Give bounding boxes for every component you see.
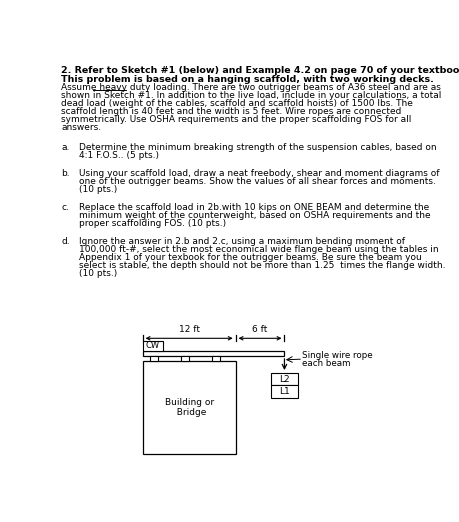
Text: Ignore the answer in 2.b and 2.c, using a maximum bending moment of: Ignore the answer in 2.b and 2.c, using …	[79, 237, 405, 246]
Text: (10 pts.): (10 pts.)	[79, 185, 118, 194]
Text: CW: CW	[146, 341, 160, 350]
Text: a.: a.	[61, 144, 70, 152]
Text: 100,000 ft-#, select the most economical wide flange beam using the tables in: 100,000 ft-#, select the most economical…	[79, 245, 439, 254]
Text: 6 ft: 6 ft	[252, 325, 268, 335]
Bar	[181, 356, 189, 361]
Text: Replace the scaffold load in 2b.with 10 kips on ONE BEAM and determine the: Replace the scaffold load in 2b.with 10 …	[79, 203, 429, 212]
Text: Determine the minimum breaking strength of the suspension cables, based on: Determine the minimum breaking strength …	[79, 144, 437, 152]
Bar	[143, 341, 163, 351]
Text: This problem is based on a hanging scaffold, with two working decks.: This problem is based on a hanging scaff…	[61, 75, 434, 84]
Text: c.: c.	[61, 203, 69, 212]
Text: select is stable, the depth should not be more than 1.25  times the flange width: select is stable, the depth should not b…	[79, 262, 446, 270]
Bar	[143, 361, 235, 454]
Text: one of the outrigger beams. Show the values of all shear forces and moments.: one of the outrigger beams. Show the val…	[79, 177, 436, 186]
Text: Appendix 1 of your texbook for the outrigger beams. Be sure the beam you: Appendix 1 of your texbook for the outri…	[79, 253, 422, 262]
Text: 4:1 F.O.S.. (5 pts.): 4:1 F.O.S.. (5 pts.)	[79, 151, 159, 160]
Text: shown in Sketch #1. In addition to the live load, include in your calculations, : shown in Sketch #1. In addition to the l…	[61, 91, 442, 100]
Text: Using your scaffold load, draw a neat freebody, shear and moment diagrams of: Using your scaffold load, draw a neat fr…	[79, 169, 440, 178]
Text: each beam: each beam	[302, 360, 350, 369]
Text: L2: L2	[279, 375, 290, 384]
Text: b.: b.	[61, 169, 70, 178]
Text: 2. Refer to Sketch #1 (below) and Example 4.2 on page 70 of your textbook.: 2. Refer to Sketch #1 (below) and Exampl…	[61, 66, 459, 76]
Text: minimum weight of the counterweight, based on OSHA requirements and the: minimum weight of the counterweight, bas…	[79, 211, 431, 220]
Text: d.: d.	[61, 237, 70, 246]
Bar	[213, 356, 220, 361]
Text: answers.: answers.	[61, 123, 101, 132]
Text: L1: L1	[279, 387, 290, 396]
Bar	[143, 351, 285, 356]
Text: 12 ft: 12 ft	[179, 325, 200, 335]
Text: Assume heavy duty loading. There are two outrigger beams of A36 steel and are as: Assume heavy duty loading. There are two…	[61, 82, 441, 92]
Bar	[270, 373, 298, 385]
Text: dead load (weight of the cables, scaffold and scaffold hoists) of 1500 lbs. The: dead load (weight of the cables, scaffol…	[61, 99, 413, 108]
Text: proper scaffolding FOS. (10 pts.): proper scaffolding FOS. (10 pts.)	[79, 219, 226, 228]
Text: Building or
  Bridge: Building or Bridge	[165, 398, 214, 417]
Text: (10 pts.): (10 pts.)	[79, 269, 118, 278]
Bar	[270, 385, 298, 398]
Text: symmetrically. Use OSHA requirements and the proper scaffolding FOS for all: symmetrically. Use OSHA requirements and…	[61, 115, 412, 124]
Text: scaffold length is 40 feet and the width is 5 feet. Wire ropes are connected: scaffold length is 40 feet and the width…	[61, 107, 402, 116]
Bar	[151, 356, 158, 361]
Text: Single wire rope: Single wire rope	[302, 351, 372, 360]
